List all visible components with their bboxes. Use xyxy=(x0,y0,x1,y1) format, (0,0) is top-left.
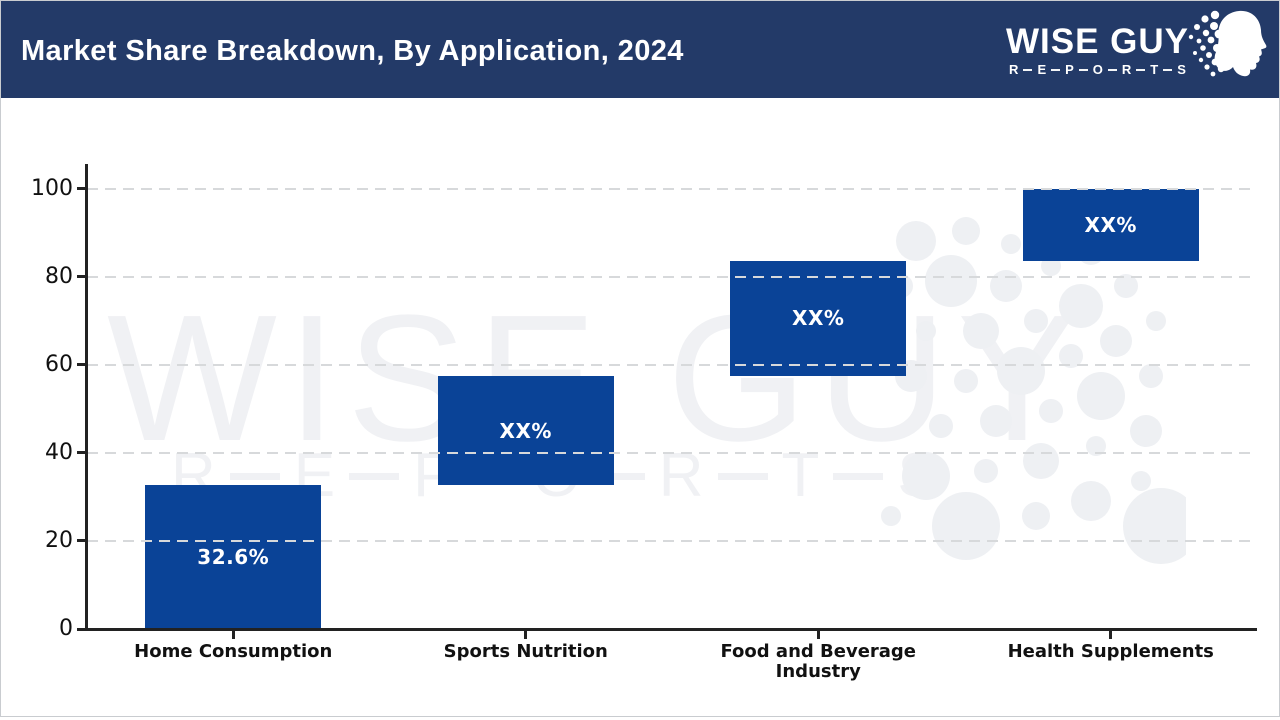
gridline-y-40 xyxy=(87,451,1257,454)
gridline-y-100 xyxy=(87,187,1257,190)
letter-t: T xyxy=(781,441,820,510)
letter-separator xyxy=(349,472,400,480)
x-category-label: Health Supplements xyxy=(1007,641,1214,662)
x-category-label: Home Consumption xyxy=(134,641,333,662)
letter-separator xyxy=(1023,68,1033,71)
gridline-y-60 xyxy=(87,363,1257,366)
logo-text: WISE GUY R E P O R T S xyxy=(1006,24,1189,76)
bar-value-label: 32.6% xyxy=(197,545,270,570)
letter-separator xyxy=(594,472,645,480)
bar-health-supplements: XX% xyxy=(1022,188,1199,261)
y-tick-40 xyxy=(77,451,85,455)
y-tick-0 xyxy=(77,627,85,631)
face-profile-dots-icon xyxy=(1188,10,1267,77)
logo-wordmark: WISE GUY xyxy=(1005,22,1189,61)
x-tick-3 xyxy=(1109,631,1113,639)
x-tick-2 xyxy=(816,631,820,639)
letter-separator xyxy=(833,472,884,480)
bar-value-label: XX% xyxy=(499,418,552,443)
bar-home-consumption: 32.6% xyxy=(145,485,322,629)
letter-r: R xyxy=(1121,62,1132,77)
y-tick-20 xyxy=(77,539,85,543)
letter-separator xyxy=(1078,68,1088,71)
y-axis-line xyxy=(85,164,88,631)
gridline-y-20 xyxy=(87,539,1257,542)
bar-value-label: XX% xyxy=(1084,212,1137,237)
gridline-y-80 xyxy=(87,275,1257,278)
y-tick-label-60: 60 xyxy=(45,351,73,377)
x-axis-line xyxy=(85,628,1257,631)
bar-sports-nutrition: XX% xyxy=(437,376,614,486)
y-tick-100 xyxy=(77,187,85,190)
chart-title: Market Share Breakdown, By Application, … xyxy=(21,35,684,67)
y-tick-label-0: 0 xyxy=(59,616,73,641)
letter-separator xyxy=(1107,68,1117,71)
letter-r: R xyxy=(658,441,704,510)
letter-separator xyxy=(1163,68,1173,71)
letter-s: S xyxy=(1177,62,1186,77)
x-category-label: Sports Nutrition xyxy=(443,641,608,662)
letter-separator xyxy=(1051,68,1061,71)
letter-separator xyxy=(229,472,280,480)
dots-head-watermark xyxy=(881,217,1186,564)
letter-separator xyxy=(717,472,768,480)
x-tick-1 xyxy=(524,631,528,639)
wiseguy-logo: WISE GUY R E P O R T S xyxy=(1006,7,1269,93)
letter-r: R xyxy=(1009,62,1019,77)
bar-food-and-beverage-industry: XX% xyxy=(730,260,907,377)
letter-separator xyxy=(1136,68,1146,71)
letter-p: P xyxy=(1065,62,1074,77)
x-tick-0 xyxy=(231,631,235,639)
y-tick-label-40: 40 xyxy=(45,439,73,465)
y-tick-80 xyxy=(77,275,85,279)
bar-value-label: XX% xyxy=(792,306,845,331)
y-tick-label-80: 80 xyxy=(45,263,73,289)
y-tick-60 xyxy=(77,363,85,367)
letter-t: T xyxy=(1150,62,1159,77)
header-bar: Market Share Breakdown, By Application, … xyxy=(1,1,1279,98)
x-category-label: Food and Beverage Industry xyxy=(720,641,917,682)
letter-e: E xyxy=(1037,62,1047,77)
y-tick-label-100: 100 xyxy=(31,175,73,201)
letter-o: O xyxy=(1092,62,1103,77)
y-tick-label-20: 20 xyxy=(45,527,73,553)
